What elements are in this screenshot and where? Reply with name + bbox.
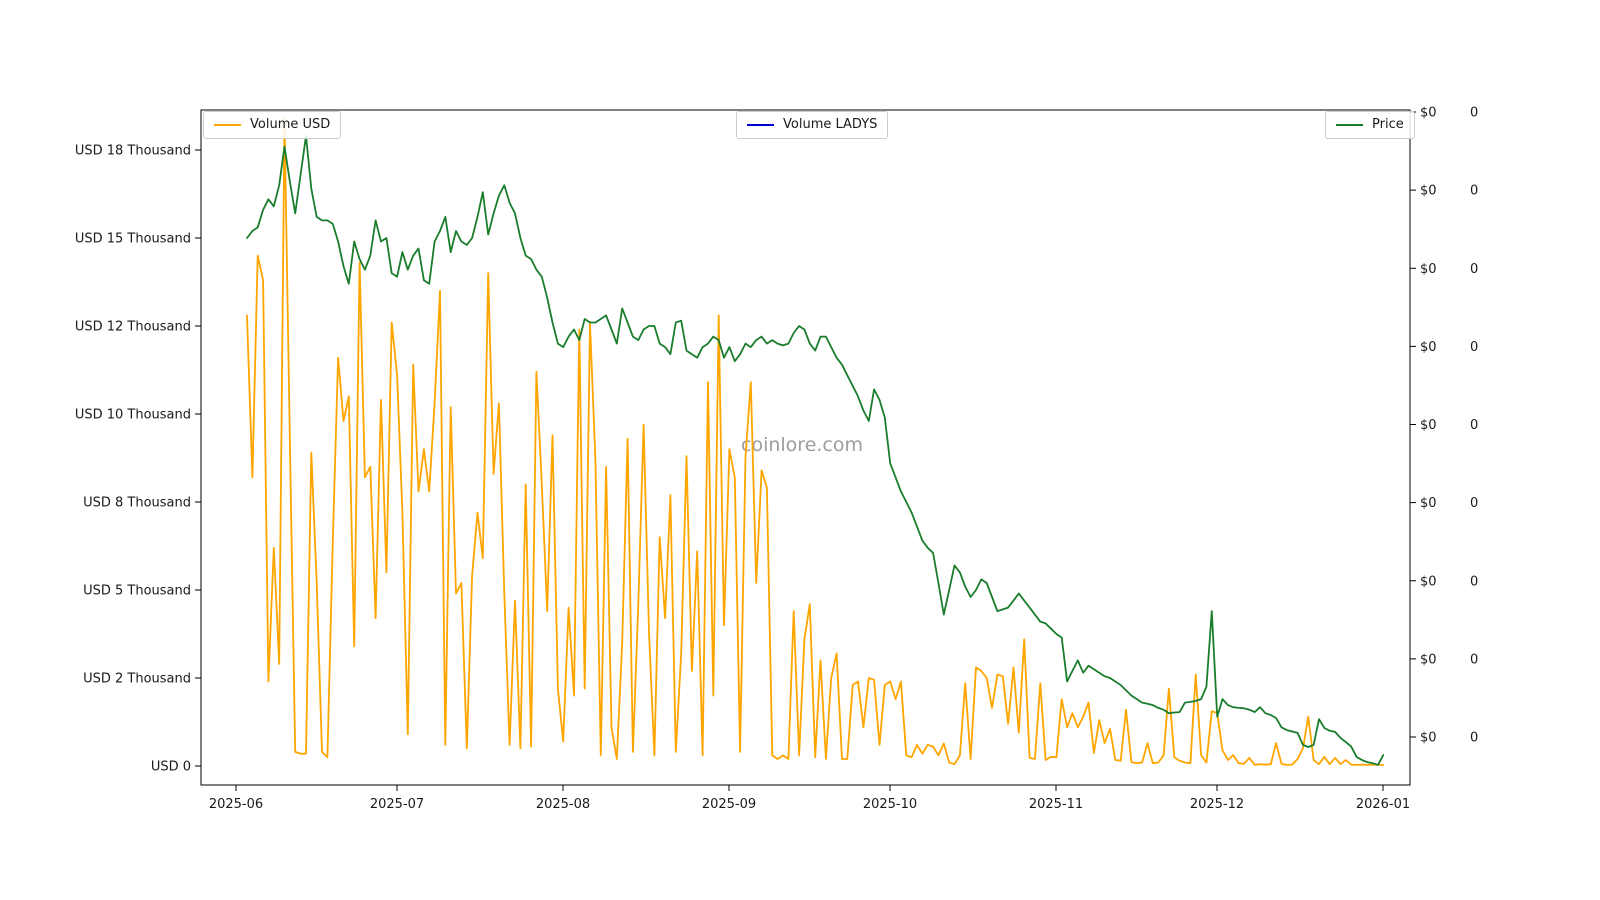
x-axis-tick-label: 2025-08 — [536, 797, 590, 812]
price-axis-tick-label: $0 — [1420, 340, 1437, 355]
x-axis-tick-label: 2025-12 — [1190, 797, 1244, 812]
legend-price-label: Price — [1372, 117, 1404, 132]
volume-usd-line-swatch — [214, 123, 241, 126]
volume-ladys-axis-tick-label: 0 — [1470, 731, 1478, 746]
volume-usd-line — [246, 117, 1385, 766]
left-axis-tick-label: USD 0 — [151, 760, 191, 775]
legend-price: Price — [1325, 111, 1415, 139]
left-axis-tick-label: USD 18 Thousand — [75, 144, 191, 159]
volume-ladys-axis-tick-label: 0 — [1470, 574, 1478, 589]
x-axis-tick-label: 2026-01 — [1356, 797, 1410, 812]
x-axis-tick-label: 2025-07 — [370, 797, 424, 812]
x-axis-tick-label: 2025-11 — [1029, 797, 1083, 812]
legend-volume-usd-label: Volume USD — [250, 117, 331, 132]
volume-ladys-line-swatch — [747, 123, 774, 126]
price-axis-tick-label: $0 — [1420, 652, 1437, 667]
legend-volume-ladys-label: Volume LADYS — [783, 117, 878, 132]
price-line — [246, 134, 1385, 766]
volume-ladys-axis-tick-label: 0 — [1470, 340, 1478, 355]
plot-border — [200, 109, 1411, 786]
volume-ladys-axis-tick-label: 0 — [1470, 262, 1478, 277]
x-axis-tick-label: 2025-10 — [863, 797, 917, 812]
price-axis-tick-label: $0 — [1420, 184, 1437, 199]
price-axis-tick-label: $0 — [1420, 418, 1437, 433]
price-axis-tick-label: $0 — [1420, 106, 1437, 121]
legend-volume-usd: Volume USD — [203, 111, 342, 139]
left-axis-tick-label: USD 15 Thousand — [75, 232, 191, 247]
price-line-swatch — [1336, 123, 1363, 126]
left-axis-tick-label: USD 2 Thousand — [83, 672, 191, 687]
left-axis-tick-label: USD 12 Thousand — [75, 320, 191, 335]
x-axis-tick-label: 2025-06 — [209, 797, 263, 812]
watermark: coinlore.com — [741, 434, 863, 456]
volume-ladys-axis-tick-label: 0 — [1470, 418, 1478, 433]
price-axis-tick-label: $0 — [1420, 496, 1437, 511]
volume-ladys-axis-tick-label: 0 — [1470, 496, 1478, 511]
volume-ladys-axis-tick-label: 0 — [1470, 652, 1478, 667]
price-axis-tick-label: $0 — [1420, 574, 1437, 589]
price-axis-tick-label: $0 — [1420, 262, 1437, 277]
legend-volume-ladys: Volume LADYS — [736, 111, 889, 139]
price-axis-tick-label: $0 — [1420, 731, 1437, 746]
left-axis-tick-label: USD 10 Thousand — [75, 408, 191, 423]
volume-ladys-axis-tick-label: 0 — [1470, 106, 1478, 121]
left-axis-tick-label: USD 8 Thousand — [83, 496, 191, 511]
volume-ladys-axis-tick-label: 0 — [1470, 184, 1478, 199]
left-axis-tick-label: USD 5 Thousand — [83, 584, 191, 599]
x-axis-tick-label: 2025-09 — [702, 797, 756, 812]
